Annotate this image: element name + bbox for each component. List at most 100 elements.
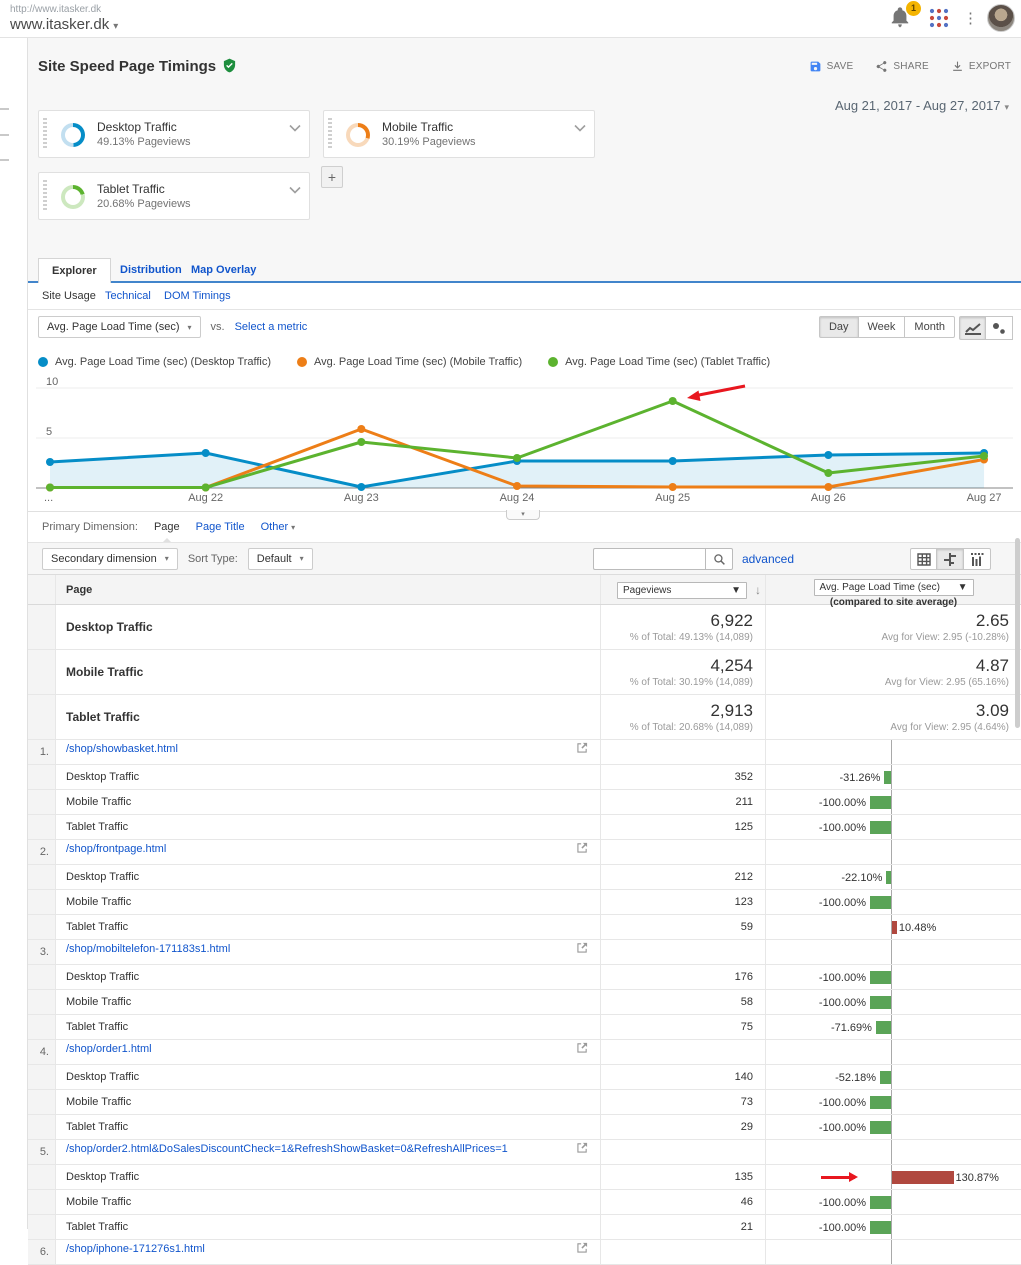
device-segment-label: Mobile Traffic (66, 1196, 132, 1208)
segment-card-mobile[interactable]: Mobile Traffic 30.19% Pageviews (323, 110, 595, 158)
export-button[interactable]: EXPORT (951, 60, 1011, 73)
drag-handle[interactable] (43, 118, 47, 150)
delta-value: -31.26% (839, 772, 881, 784)
secondary-dimension-button[interactable]: Secondary dimension ▾ (42, 547, 178, 570)
comparison-view-button[interactable] (937, 548, 964, 570)
segment-card-tablet[interactable]: Tablet Traffic 20.68% Pageviews (38, 172, 310, 220)
open-in-new-icon[interactable] (577, 1240, 588, 1258)
apps-grid-icon[interactable] (929, 8, 949, 28)
tab-distribution[interactable]: Distribution (120, 264, 182, 276)
pivot-view-button[interactable] (964, 548, 991, 570)
search-input[interactable] (593, 548, 705, 570)
granularity-week-button[interactable]: Week (858, 316, 906, 338)
data-table-view-button[interactable] (910, 548, 937, 570)
table-row: Desktop Traffic 140 -52.18% (28, 1065, 1021, 1090)
x-axis-label: Aug 24 (500, 492, 535, 504)
metric-dropdown[interactable]: Avg. Page Load Time (sec) ▾ (38, 316, 201, 338)
subtab-technical[interactable]: Technical (105, 290, 151, 302)
timeseries-chart[interactable]: 10 5... Aug 22 Aug 23 Aug 24 Aug 25 Aug 26 Aug … (28, 374, 1021, 520)
pivot-view-icon (971, 552, 984, 566)
page-link[interactable]: /shop/order2.html&DoSalesDiscountCheck=1… (66, 1143, 508, 1155)
metric-column-dropdown[interactable]: Avg. Page Load Time (sec) ▼ (813, 579, 974, 596)
page-link[interactable]: /shop/frontpage.html (66, 843, 167, 855)
x-axis-label: Aug 27 (967, 492, 1002, 504)
granularity-month-button[interactable]: Month (905, 316, 955, 338)
delta-value: 10.48% (898, 922, 937, 934)
chevron-down-icon[interactable] (574, 119, 586, 137)
granularity-day-button[interactable]: Day (818, 316, 859, 338)
table-row: Tablet Traffic 21 -100.00% (28, 1215, 1021, 1240)
pageviews-total: 4,254 (710, 656, 753, 675)
account-selector[interactable]: www.itasker.dk ▾ (10, 16, 119, 33)
page-link[interactable]: /shop/showbasket.html (66, 743, 178, 755)
row-index: 3. (39, 946, 49, 958)
dimension-page[interactable]: Page (153, 521, 180, 542)
avatar[interactable] (987, 4, 1015, 32)
open-in-new-icon[interactable] (577, 740, 588, 758)
page-link[interactable]: /shop/mobiltelefon-171183s1.html (66, 943, 231, 955)
dimension-page-title[interactable]: Page Title (195, 521, 245, 533)
delta-bar (870, 1096, 891, 1109)
save-button[interactable]: SAVE (809, 60, 854, 73)
open-in-new-icon[interactable] (577, 940, 588, 958)
delta-value: -100.00% (818, 1097, 866, 1109)
pageviews-value: 21 (740, 1221, 753, 1233)
device-segment-label: Tablet Traffic (66, 1021, 129, 1033)
page-link[interactable]: /shop/iphone-171276s1.html (66, 1243, 205, 1255)
summary-row: Tablet Traffic 2,913 % of Total: 20.68% (1… (28, 695, 1021, 740)
notifications-button[interactable]: 1 (889, 1, 921, 31)
x-axis-label: Aug 23 (344, 492, 379, 504)
table-row: Desktop Traffic 135 130.87% (28, 1165, 1021, 1190)
line-chart-icon (964, 322, 981, 335)
pageviews-value: 211 (735, 796, 753, 808)
delta-bar (870, 896, 891, 909)
device-segment-label: Desktop Traffic (66, 1171, 140, 1183)
device-segment-label: Desktop Traffic (66, 971, 140, 983)
share-button[interactable]: SHARE (875, 60, 929, 73)
sort-direction-icon[interactable]: ↓ (755, 583, 761, 597)
column-header-page[interactable]: Page (66, 583, 93, 596)
pageviews-column-dropdown[interactable]: Pageviews ▼ (617, 581, 747, 599)
segment-name: Mobile Traffic (382, 120, 454, 134)
line-chart-toggle[interactable] (959, 316, 986, 340)
motion-chart-toggle[interactable] (986, 316, 1013, 340)
search-button[interactable] (705, 548, 733, 570)
subtab-site-usage[interactable]: Site Usage (42, 290, 96, 302)
legend-item-mobile: Avg. Page Load Time (sec) (Mobile Traffi… (297, 356, 522, 368)
summary-segment-label: Desktop Traffic (66, 620, 153, 634)
bell-icon (891, 7, 909, 28)
date-range-selector[interactable]: Aug 21, 2017 - Aug 27, 2017 ▾ (834, 98, 1009, 113)
overflow-menu-icon[interactable]: ⋮ (963, 10, 978, 27)
open-in-new-icon[interactable] (577, 1140, 588, 1158)
scrollbar[interactable] (1015, 538, 1020, 728)
dimension-other[interactable]: Other ▾ (260, 521, 296, 533)
delta-bar (892, 921, 897, 934)
pageviews-value: 135 (734, 1171, 753, 1183)
select-metric-link[interactable]: Select a metric (234, 321, 308, 333)
table-row: Mobile Traffic 46 -100.00% (28, 1190, 1021, 1215)
segment-name: Tablet Traffic (97, 182, 165, 196)
drag-handle[interactable] (43, 180, 47, 212)
device-segment-label: Tablet Traffic (66, 1121, 129, 1133)
chevron-down-icon[interactable] (289, 119, 301, 137)
motion-chart-icon (993, 322, 1005, 334)
page-link[interactable]: /shop/order1.html (66, 1043, 152, 1055)
segment-card-desktop[interactable]: Desktop Traffic 49.13% Pageviews (38, 110, 310, 158)
donut-chart-desktop (61, 123, 85, 147)
tab-explorer[interactable]: Explorer (38, 258, 111, 283)
pageviews-value: 212 (734, 871, 753, 883)
drag-handle[interactable] (328, 118, 332, 150)
summary-segment-label: Mobile Traffic (66, 665, 144, 679)
tab-map-overlay[interactable]: Map Overlay (191, 264, 257, 276)
pageviews-pct-of-total: % of Total: 30.19% (14,089) (629, 677, 753, 688)
subtab-dom-timings[interactable]: DOM Timings (164, 290, 231, 302)
chevron-down-icon[interactable] (289, 181, 301, 199)
device-segment-label: Mobile Traffic (66, 796, 132, 808)
sort-type-dropdown[interactable]: Default ▾ (247, 547, 313, 570)
summary-row: Mobile Traffic 4,254 % of Total: 30.19% (1… (28, 650, 1021, 695)
advanced-search-link[interactable]: advanced (741, 552, 794, 566)
open-in-new-icon[interactable] (577, 840, 588, 858)
open-in-new-icon[interactable] (577, 1040, 588, 1058)
add-segment-button[interactable]: + (321, 166, 343, 188)
chart-collapse-handle[interactable]: ▾ (506, 510, 540, 520)
